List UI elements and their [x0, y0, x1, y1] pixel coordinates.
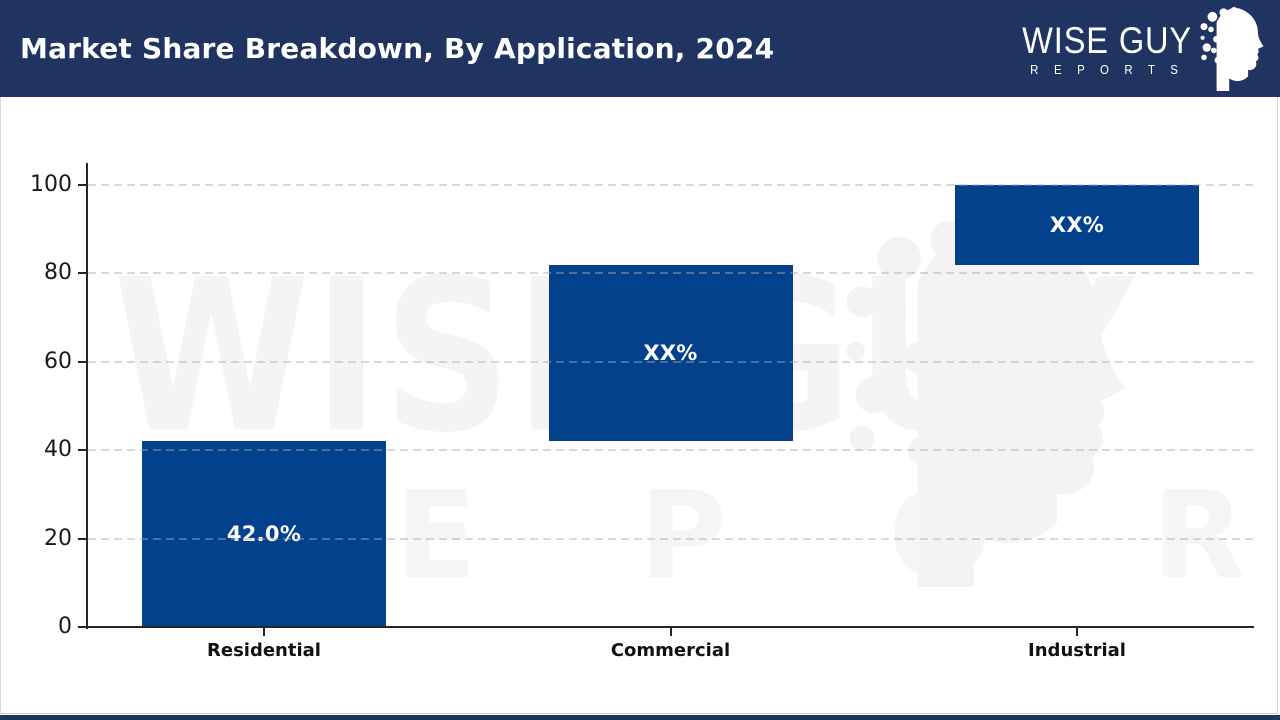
header: Market Share Breakdown, By Application, …: [0, 0, 1280, 97]
logo-wordmark: WISE GUY: [1022, 19, 1192, 61]
watermark-head-icon: [831, 215, 1141, 587]
logo: WISE GUY R E P O R T S: [999, 4, 1268, 94]
footer-bar: [0, 715, 1280, 720]
logo-head-icon: [1196, 7, 1268, 91]
logo-text: WISE GUY R E P O R T S: [1022, 22, 1192, 77]
page-title: Market Share Breakdown, By Application, …: [20, 32, 775, 65]
chart-area: WISE GUY R E P O R T S: [0, 97, 1278, 714]
logo-subtext: R E P O R T S: [1030, 61, 1184, 77]
